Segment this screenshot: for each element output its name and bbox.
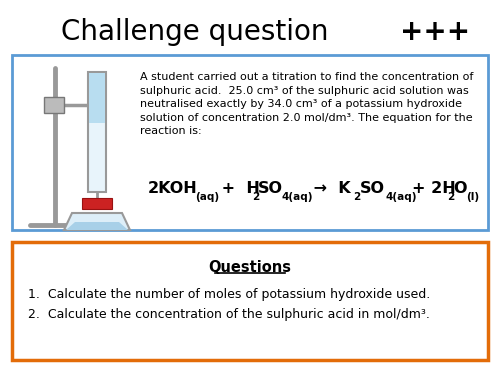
FancyBboxPatch shape: [82, 198, 112, 209]
FancyBboxPatch shape: [44, 97, 64, 113]
Text: SO: SO: [360, 181, 385, 196]
Text: →  K: → K: [308, 181, 350, 196]
FancyBboxPatch shape: [12, 242, 488, 360]
Text: (l): (l): [466, 192, 479, 202]
Text: + 2H: + 2H: [412, 181, 456, 196]
Polygon shape: [64, 213, 130, 230]
Text: Questions: Questions: [208, 260, 292, 275]
Text: 4(aq): 4(aq): [385, 192, 416, 202]
Text: 2: 2: [353, 192, 360, 202]
Text: (aq): (aq): [195, 192, 219, 202]
Polygon shape: [66, 222, 128, 230]
Text: 4(aq): 4(aq): [282, 192, 314, 202]
FancyBboxPatch shape: [89, 73, 105, 123]
Text: +  H: + H: [216, 181, 260, 196]
Text: O: O: [453, 181, 466, 196]
Text: 1.  Calculate the number of moles of potassium hydroxide used.: 1. Calculate the number of moles of pota…: [28, 288, 430, 301]
Text: SO: SO: [258, 181, 283, 196]
Text: 2.  Calculate the concentration of the sulphuric acid in mol/dm³.: 2. Calculate the concentration of the su…: [28, 308, 430, 321]
Text: Challenge question: Challenge question: [61, 18, 329, 46]
Text: 2KOH: 2KOH: [148, 181, 198, 196]
FancyBboxPatch shape: [12, 55, 488, 230]
Text: +++: +++: [400, 18, 470, 46]
Text: 2: 2: [447, 192, 454, 202]
Text: A student carried out a titration to find the concentration of
sulphuric acid.  : A student carried out a titration to fin…: [140, 72, 473, 136]
Text: 2: 2: [252, 192, 259, 202]
FancyBboxPatch shape: [88, 72, 106, 192]
